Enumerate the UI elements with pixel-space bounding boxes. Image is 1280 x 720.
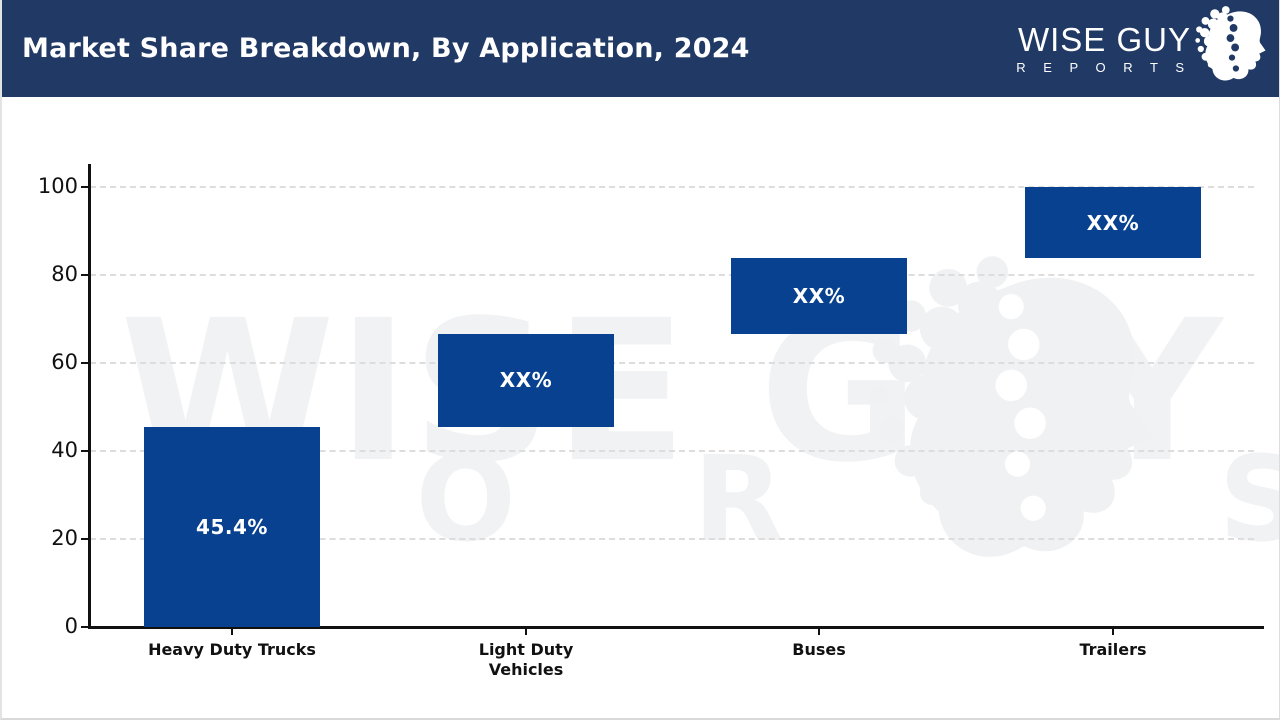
logo-text: WISE GUY R E P O R T S xyxy=(1016,23,1191,74)
bar-light-duty-vehicles: XX% xyxy=(438,333,614,428)
x-tick-label: Trailers xyxy=(1079,640,1147,659)
bar-buses: XX% xyxy=(731,258,907,334)
y-tick-label: 100 xyxy=(37,174,78,198)
bar-value-label: XX% xyxy=(792,283,846,308)
bar-heavy-duty-trucks: 45.4% xyxy=(144,427,320,627)
gridline xyxy=(90,186,1254,188)
logo-wordmark: WISE GUY xyxy=(1017,21,1191,58)
x-axis-tick xyxy=(818,629,820,635)
gridline xyxy=(90,538,1254,540)
bar-value-label: XX% xyxy=(1086,210,1140,235)
y-tick-label: 0 xyxy=(64,614,78,638)
logo-face-icon xyxy=(1195,5,1266,81)
y-axis-line xyxy=(88,164,91,629)
gridline xyxy=(90,450,1254,452)
x-axis-tick xyxy=(525,629,527,635)
y-axis-tick xyxy=(81,450,90,452)
y-tick-label: 20 xyxy=(51,526,78,550)
x-tick-label: Light Duty Vehicles xyxy=(478,640,574,679)
bar-value-label: XX% xyxy=(499,368,553,393)
y-axis-tick xyxy=(81,274,90,276)
x-tick-label: Buses xyxy=(792,640,846,659)
y-axis-tick xyxy=(81,626,90,628)
y-tick-label: 40 xyxy=(51,438,78,462)
y-axis-tick xyxy=(81,362,90,364)
x-axis-tick xyxy=(1112,629,1114,635)
gridline xyxy=(90,274,1254,276)
wise-guy-reports-logo: WISE GUY R E P O R T S xyxy=(1016,5,1279,92)
bar-value-label: 45.4% xyxy=(196,515,268,540)
bar-trailers: XX% xyxy=(1025,187,1201,259)
y-tick-label: 60 xyxy=(51,350,78,374)
x-axis-tick xyxy=(231,629,233,635)
y-axis-tick xyxy=(81,538,90,540)
header-bar: Market Share Breakdown, By Application, … xyxy=(2,0,1279,97)
page-title: Market Share Breakdown, By Application, … xyxy=(22,33,750,64)
gridline xyxy=(90,362,1254,364)
x-axis-line xyxy=(88,626,1264,629)
y-axis-tick xyxy=(81,186,90,188)
x-tick-label: Heavy Duty Trucks xyxy=(148,640,316,659)
logo-subtitle: R E P O R T S xyxy=(1016,60,1191,75)
y-tick-label: 80 xyxy=(51,262,78,286)
